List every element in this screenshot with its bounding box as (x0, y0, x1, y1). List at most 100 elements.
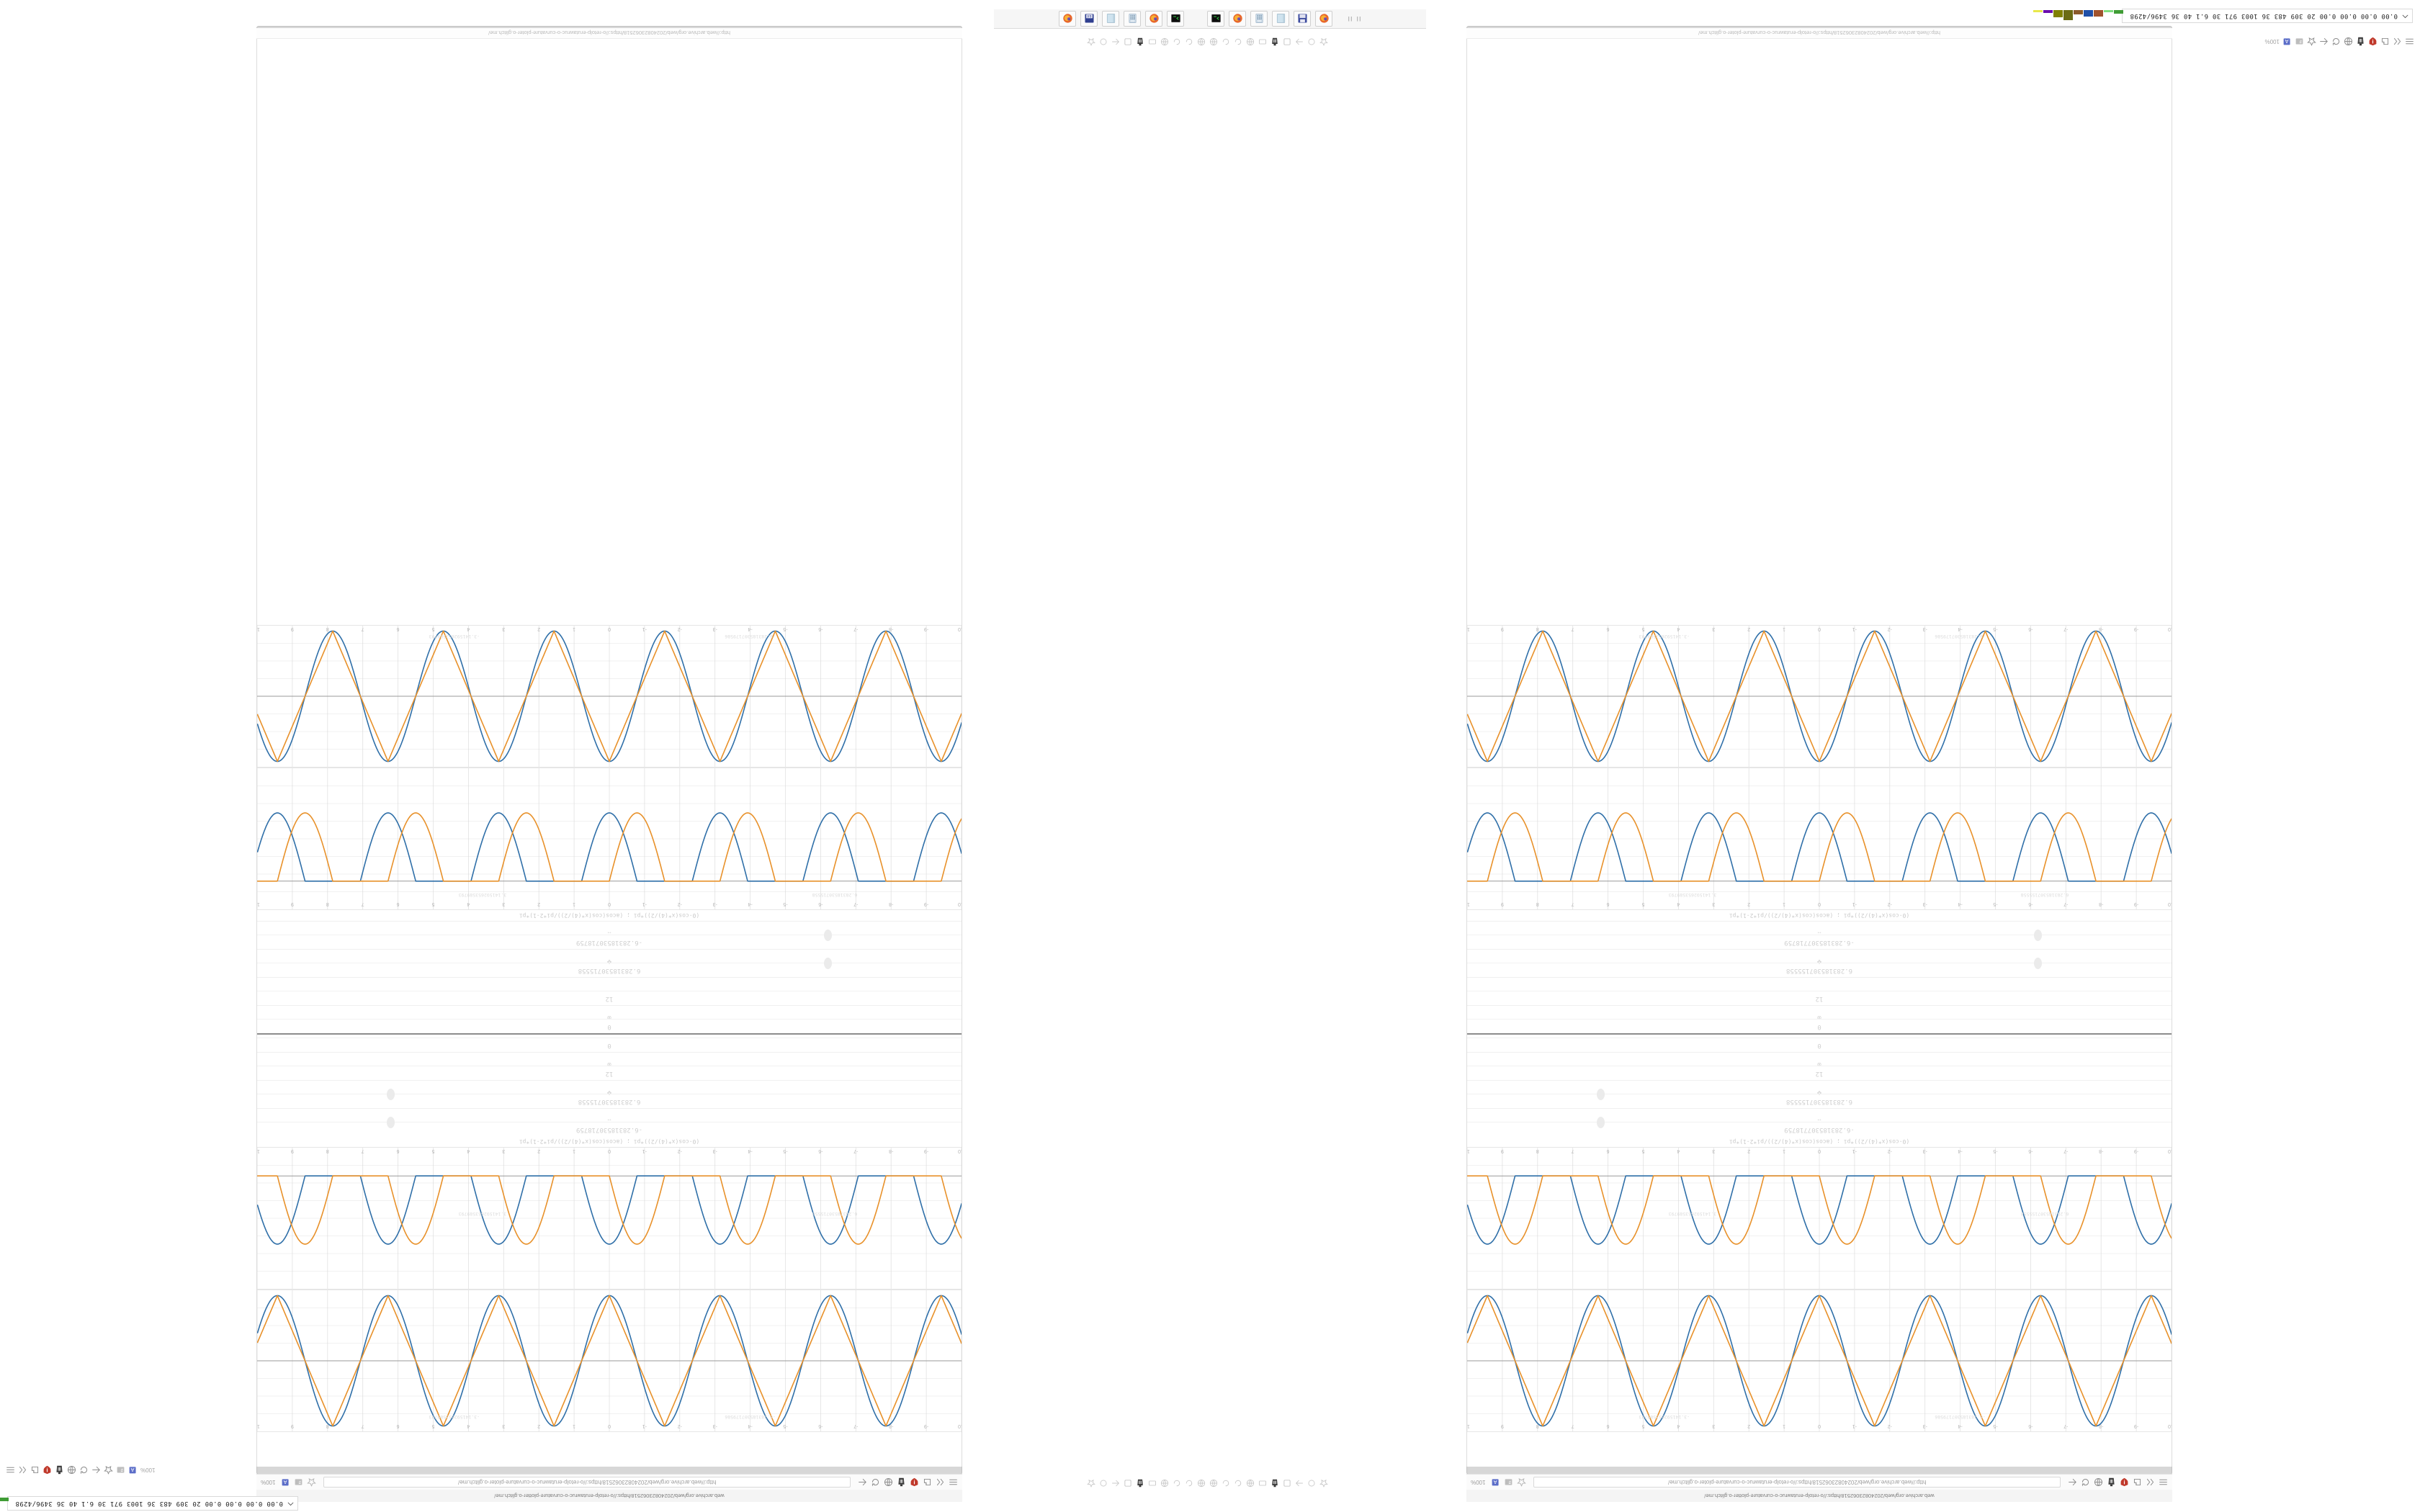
window-icon[interactable] (1258, 1479, 1267, 1488)
globe-icon[interactable] (2094, 1477, 2103, 1487)
reader-mode-icon[interactable] (2295, 37, 2304, 47)
chevron-double-icon[interactable] (2146, 1477, 2155, 1487)
chart-2[interactable]: -10-9-8-7-6-5-4-3-2-10123456789106.28318… (257, 1147, 962, 1290)
trash-icon[interactable] (1135, 1479, 1144, 1488)
chevron-double-icon[interactable] (936, 1477, 945, 1487)
taskbar-app-floppy-64-icon-r4[interactable]: 64 (1080, 11, 1098, 27)
translate-icon[interactable]: A (2282, 37, 2292, 47)
globe-icon[interactable] (1209, 37, 1218, 47)
control-row-7[interactable]: -6.28318530718759 ↔ (257, 921, 962, 949)
control-row-5[interactable]: 12 (1467, 977, 2172, 1005)
arc-icon[interactable] (1172, 1479, 1181, 1488)
arc-icon[interactable] (1221, 37, 1230, 47)
globe-icon[interactable] (1245, 1479, 1255, 1488)
taskbar-app-firefox-icon-r1[interactable] (1145, 11, 1163, 27)
trash-icon[interactable] (2356, 37, 2365, 47)
circle-icon[interactable] (1307, 37, 1316, 47)
bookmark-star-icon[interactable] (1517, 1477, 1527, 1487)
chart-4[interactable]: -10-9-8-7-6-5-4-3-2-1012345678910-6.2831… (257, 625, 962, 768)
taskbar-app-terminal-icon-r0[interactable] (1167, 11, 1185, 27)
bookmark-star-icon[interactable] (307, 1477, 317, 1487)
taskbar-app-notepad-icon-2[interactable] (1272, 11, 1290, 27)
url-bar[interactable]: http://web.archive.org/web/2024082306251… (323, 1477, 851, 1488)
control-row-0[interactable]: -6.28318530718759 ↔ (257, 1108, 962, 1136)
extensions-icon[interactable] (923, 1477, 932, 1487)
trash-icon[interactable] (1270, 37, 1279, 47)
control-row-4[interactable]: 0 ⊗ (257, 1005, 962, 1033)
window-icon[interactable] (1147, 1479, 1157, 1488)
control-track-4[interactable] (257, 1019, 962, 1020)
taskbar-app-firefox-icon-0[interactable] (1315, 11, 1333, 27)
globe-icon[interactable] (1196, 37, 1206, 47)
globe-icon[interactable] (2344, 37, 2353, 47)
hamburger-menu-icon[interactable] (2159, 1477, 2168, 1487)
control-row-3[interactable]: 0 (1467, 1033, 2172, 1052)
zoom-level-label[interactable]: 100% (140, 1467, 156, 1474)
globe-icon[interactable] (1160, 1479, 1169, 1488)
back-arrow-icon[interactable] (1111, 37, 1120, 47)
extensions-icon[interactable] (2133, 1477, 2142, 1487)
workspace-1[interactable]: II (1347, 15, 1353, 22)
bookmark-star-icon[interactable] (104, 1466, 113, 1475)
control-knob-6[interactable] (824, 958, 832, 969)
bookmark-star-icon[interactable] (1086, 1479, 1095, 1488)
url-bar[interactable]: http://web.archive.org/web/2024082306251… (1533, 1477, 2061, 1488)
zoom-level-label[interactable]: 100% (1471, 1479, 1486, 1485)
globe-icon[interactable] (67, 1466, 76, 1475)
control-knob-0[interactable] (1597, 1117, 1605, 1128)
reload-icon[interactable] (871, 1477, 880, 1487)
globe-icon[interactable] (884, 1477, 893, 1487)
trash-icon[interactable] (897, 1477, 906, 1487)
taskbar-app-firefox-icon-r5[interactable] (1059, 11, 1077, 27)
shield-icon[interactable] (42, 1466, 52, 1475)
bookmark-star-icon[interactable] (1319, 1479, 1328, 1488)
bookmark-star-icon[interactable] (1319, 37, 1328, 47)
taskbar-app-notepad-icon-r3[interactable] (1102, 11, 1120, 27)
control-row-7[interactable]: -6.283185307718759 ↔ (1467, 921, 2172, 949)
reload-icon[interactable] (2331, 37, 2341, 47)
shield-icon[interactable] (2120, 1477, 2129, 1487)
control-knob-7[interactable] (824, 930, 832, 941)
globe-icon[interactable] (1209, 1479, 1218, 1488)
workspace-0[interactable]: II (1355, 15, 1361, 22)
taskbar-app-firefox-icon-4[interactable] (1229, 11, 1247, 27)
chevron-double-icon[interactable] (2393, 37, 2402, 47)
reload-icon[interactable] (2081, 1477, 2090, 1487)
trash-icon[interactable] (2107, 1477, 2116, 1487)
chart-3[interactable]: -10-9-8-7-6-5-4-3-2-10123456789106.28318… (1467, 768, 2172, 910)
control-row-5[interactable]: 12 (257, 977, 962, 1005)
circle-icon[interactable] (1098, 37, 1108, 47)
trash-icon[interactable] (1135, 37, 1144, 47)
bookmark-star-icon[interactable] (2307, 37, 2316, 47)
chevron-up-icon[interactable] (2401, 12, 2409, 21)
control-knob-6[interactable] (2034, 958, 2042, 969)
shield-icon[interactable] (910, 1477, 919, 1487)
control-row-6[interactable]: 6.28318530715558 ✥ (257, 949, 962, 977)
control-row-2[interactable]: 12 ⊗ (1467, 1052, 2172, 1080)
circle-icon[interactable] (1098, 1479, 1108, 1488)
app-generic-icon[interactable] (1282, 37, 1291, 47)
control-track-4[interactable] (1467, 1019, 2172, 1020)
chart-2[interactable]: -10-9-8-7-6-5-4-3-2-10123456789106.28318… (1467, 1147, 2172, 1290)
taskbar-app-terminal-icon-5[interactable] (1207, 11, 1225, 27)
back-arrow-icon[interactable] (2068, 1477, 2077, 1487)
control-knob-7[interactable] (2034, 930, 2042, 941)
reader-mode-icon[interactable] (116, 1466, 125, 1475)
chart-1[interactable]: -10-9-8-7-6-5-4-3-2-1012345678910-6.2831… (257, 1290, 962, 1432)
chart-1[interactable]: -10-9-8-7-6-5-4-3-2-1012345678910-6.2831… (1467, 1290, 2172, 1432)
workspace-pager[interactable]: II II (1347, 15, 1361, 22)
app-generic-icon[interactable] (1123, 1479, 1132, 1488)
forward-arrow-icon[interactable] (1294, 1479, 1304, 1488)
arc-icon[interactable] (1233, 37, 1242, 47)
globe-icon[interactable] (1245, 37, 1255, 47)
zoom-level-label[interactable]: 100% (2264, 38, 2280, 45)
extensions-icon[interactable] (30, 1466, 40, 1475)
bookmark-star-icon[interactable] (1086, 37, 1095, 47)
control-knob-1[interactable] (1597, 1089, 1605, 1100)
taskbar-app-floppy-save-icon-1[interactable] (1294, 11, 1312, 27)
hamburger-menu-icon[interactable] (6, 1466, 15, 1475)
taskbar-app-calculator-icon-r2[interactable] (1124, 11, 1142, 27)
arc-icon[interactable] (1184, 37, 1193, 47)
chart-3[interactable]: -10-9-8-7-6-5-4-3-2-10123456789106.28318… (257, 768, 962, 910)
control-row-4[interactable]: 0 ⊗ (1467, 1005, 2172, 1033)
